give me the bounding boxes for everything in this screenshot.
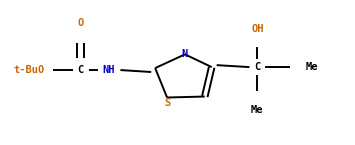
Text: N: N: [182, 49, 188, 59]
Text: t-BuO: t-BuO: [13, 65, 45, 75]
Text: C: C: [78, 65, 84, 75]
Text: Me: Me: [251, 105, 264, 115]
Text: O: O: [78, 18, 84, 28]
Text: OH: OH: [251, 24, 264, 34]
Text: Me: Me: [306, 62, 318, 72]
Text: S: S: [164, 98, 170, 108]
Text: C: C: [254, 62, 261, 72]
Text: NH: NH: [102, 65, 115, 75]
